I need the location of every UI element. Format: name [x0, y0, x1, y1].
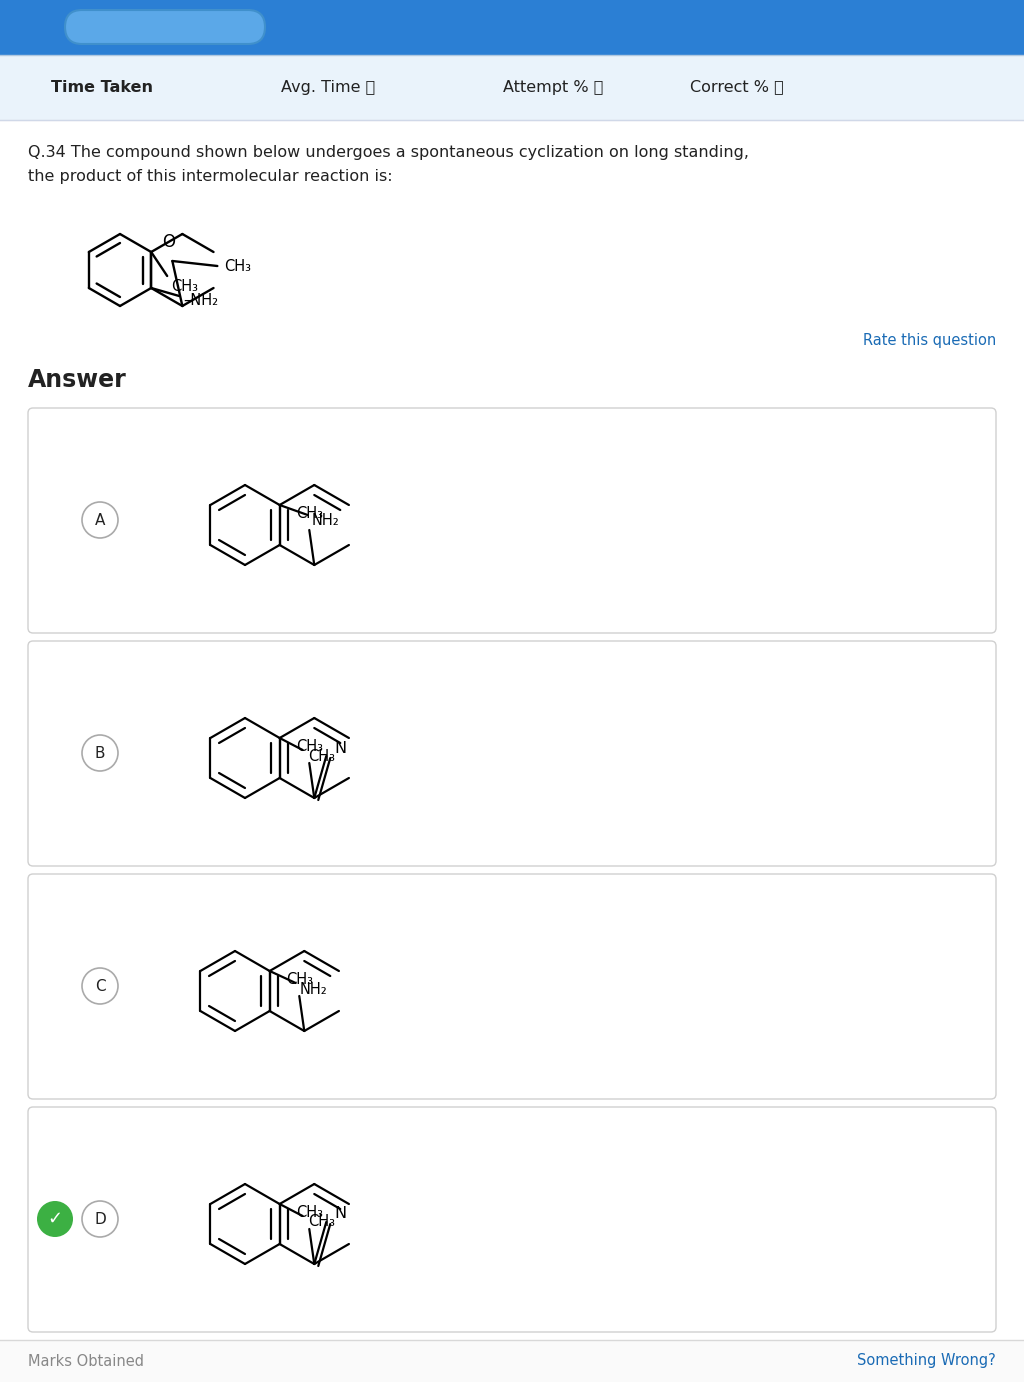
Bar — [0, 0, 1024, 55]
Text: CH₃: CH₃ — [307, 1215, 335, 1230]
Circle shape — [82, 735, 118, 771]
Text: Marks Obtained: Marks Obtained — [28, 1353, 144, 1368]
Text: B: B — [95, 745, 105, 760]
Text: CH₃: CH₃ — [296, 1205, 323, 1220]
Circle shape — [82, 502, 118, 538]
FancyBboxPatch shape — [65, 10, 265, 44]
Text: N: N — [334, 741, 346, 756]
Text: –NH₂: –NH₂ — [183, 293, 218, 308]
Text: N: N — [334, 1206, 346, 1222]
Text: ✓: ✓ — [47, 1211, 62, 1229]
Text: the product of this intermolecular reaction is:: the product of this intermolecular react… — [28, 169, 392, 184]
Text: CH₃: CH₃ — [171, 279, 199, 293]
Circle shape — [37, 1201, 73, 1237]
Bar — [0, 1341, 1024, 1382]
FancyBboxPatch shape — [28, 641, 996, 867]
Text: CH₃: CH₃ — [224, 258, 251, 274]
Text: O: O — [162, 234, 175, 252]
Text: Avg. Time ⓘ: Avg. Time ⓘ — [281, 80, 375, 94]
Text: Correct % ⓘ: Correct % ⓘ — [690, 80, 784, 94]
Text: A: A — [95, 513, 105, 528]
Text: CH₃: CH₃ — [286, 972, 312, 987]
Text: D: D — [94, 1212, 105, 1226]
FancyBboxPatch shape — [28, 873, 996, 1099]
Text: Answer: Answer — [28, 368, 127, 392]
Text: Attempt % ⓘ: Attempt % ⓘ — [503, 80, 603, 94]
Text: C: C — [94, 978, 105, 994]
Text: CH₃: CH₃ — [307, 749, 335, 763]
Circle shape — [82, 1201, 118, 1237]
Bar — [0, 55, 1024, 120]
Text: CH₃: CH₃ — [296, 506, 323, 521]
Text: Q.34 The compound shown below undergoes a spontaneous cyclization on long standi: Q.34 The compound shown below undergoes … — [28, 145, 749, 159]
Text: NH₂: NH₂ — [300, 981, 328, 996]
Text: Time Taken: Time Taken — [51, 80, 154, 94]
Text: Rate this question: Rate this question — [863, 333, 996, 347]
FancyBboxPatch shape — [28, 408, 996, 633]
Circle shape — [82, 967, 118, 1003]
Text: Something Wrong?: Something Wrong? — [857, 1353, 996, 1368]
Text: NH₂: NH₂ — [311, 513, 339, 528]
Text: CH₃: CH₃ — [296, 739, 323, 755]
FancyBboxPatch shape — [28, 1107, 996, 1332]
Bar — [0, 120, 1024, 1341]
